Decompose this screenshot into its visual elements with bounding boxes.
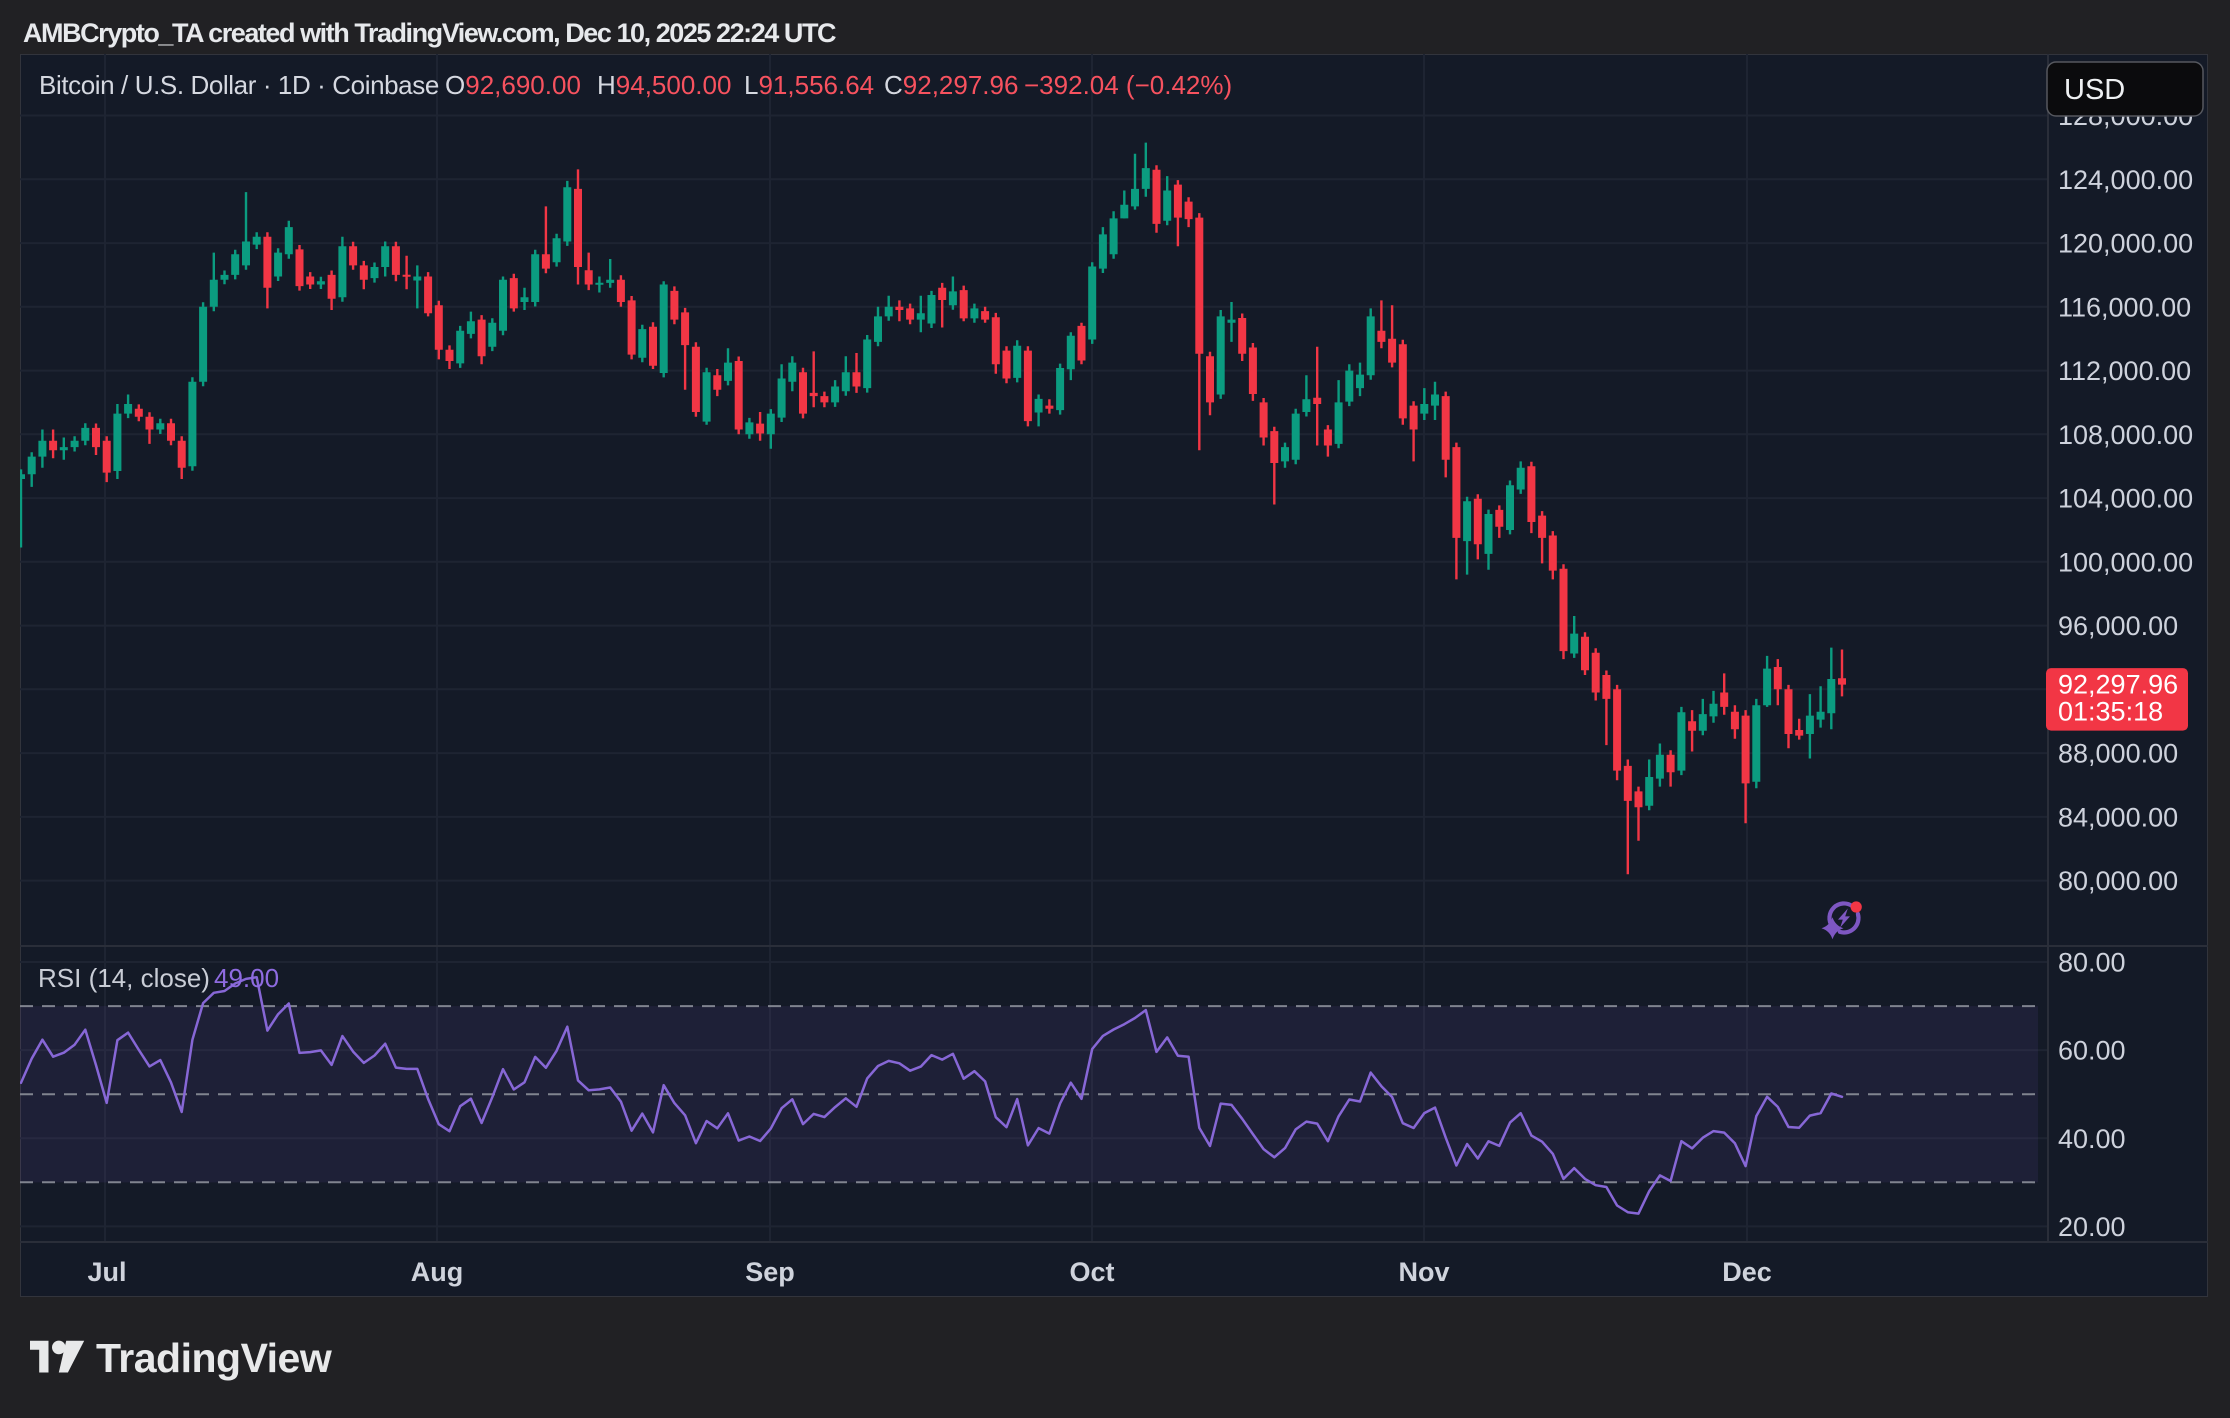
svg-text:Aug: Aug	[411, 1257, 463, 1287]
svg-text:92,297.96: 92,297.96	[2058, 670, 2178, 700]
svg-text:AMBCrypto_TA created with Trad: AMBCrypto_TA created with TradingView.co…	[23, 18, 836, 48]
svg-text:Sep: Sep	[745, 1257, 795, 1287]
svg-text:TradingView: TradingView	[96, 1335, 332, 1381]
svg-text:116,000.00: 116,000.00	[2058, 292, 2191, 322]
svg-text:60.00: 60.00	[2058, 1036, 2126, 1066]
svg-text:H94,500.00: H94,500.00	[597, 70, 731, 100]
svg-text:RSI (14, close): RSI (14, close)	[38, 963, 210, 993]
svg-text:80,000.00: 80,000.00	[2058, 866, 2178, 896]
svg-text:49.00: 49.00	[214, 963, 279, 993]
svg-text:USD: USD	[2064, 74, 2125, 106]
svg-text:40.00: 40.00	[2058, 1124, 2126, 1154]
svg-text:124,000.00: 124,000.00	[2058, 165, 2193, 195]
svg-text:108,000.00: 108,000.00	[2058, 420, 2193, 450]
svg-text:96,000.00: 96,000.00	[2058, 611, 2178, 641]
svg-text:Nov: Nov	[1398, 1257, 1449, 1287]
svg-text:88,000.00: 88,000.00	[2058, 739, 2178, 769]
svg-text:Jul: Jul	[87, 1257, 126, 1287]
svg-text:C92,297.96: C92,297.96	[884, 70, 1018, 100]
svg-text:O92,690.00: O92,690.00	[445, 70, 581, 100]
svg-text:L91,556.64: L91,556.64	[744, 70, 874, 100]
svg-text:Bitcoin / U.S. Dollar · 1D · C: Bitcoin / U.S. Dollar · 1D · Coinbase	[39, 70, 439, 100]
svg-text:80.00: 80.00	[2058, 948, 2126, 978]
svg-text:112,000.00: 112,000.00	[2058, 356, 2191, 386]
svg-text:100,000.00: 100,000.00	[2058, 547, 2193, 577]
svg-text:20.00: 20.00	[2058, 1212, 2126, 1242]
svg-text:104,000.00: 104,000.00	[2058, 484, 2193, 514]
svg-text:Dec: Dec	[1722, 1257, 1772, 1287]
svg-text:−392.04 (−0.42%): −392.04 (−0.42%)	[1024, 70, 1232, 100]
svg-text:01:35:18: 01:35:18	[2058, 697, 2163, 727]
svg-text:120,000.00: 120,000.00	[2058, 229, 2193, 259]
svg-text:84,000.00: 84,000.00	[2058, 802, 2178, 832]
svg-text:Oct: Oct	[1069, 1257, 1114, 1287]
